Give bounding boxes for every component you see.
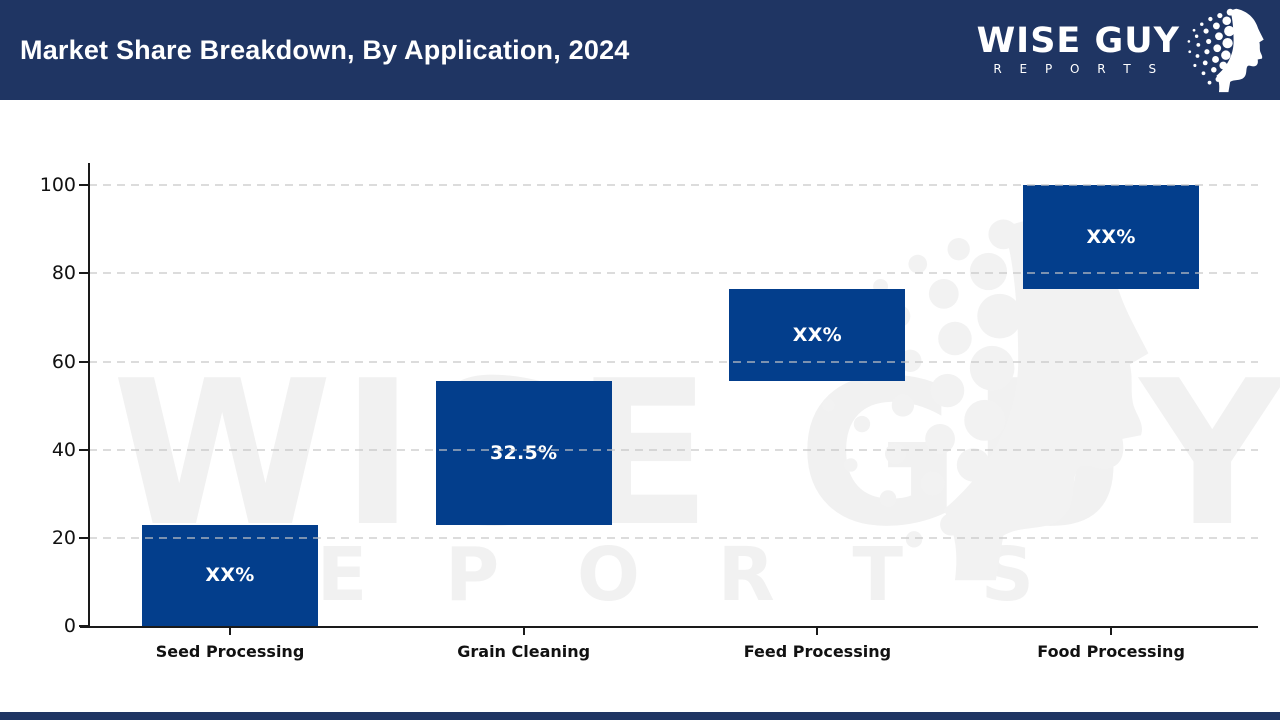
footer-bar	[0, 712, 1280, 720]
brand-logo: WISE GUY R E P O R T S	[977, 7, 1280, 93]
bar-value-label: XX%	[1086, 225, 1136, 248]
gridline	[89, 184, 1258, 187]
bar: XX%	[1023, 185, 1200, 289]
y-tick-mark	[79, 184, 88, 187]
gridline	[89, 448, 1258, 451]
y-tick-mark	[79, 448, 88, 451]
brand-logo-text: WISE GUY R E P O R T S	[976, 21, 1180, 77]
x-axis-line	[80, 626, 1258, 628]
y-tick-label: 20	[51, 526, 76, 549]
gridline	[89, 272, 1258, 275]
bar: 32.5%	[435, 381, 612, 525]
x-tick-mark	[522, 628, 525, 635]
y-tick-label: 60	[51, 350, 76, 373]
y-tick-mark	[79, 625, 88, 627]
x-tick-mark	[816, 628, 819, 635]
y-tick-label: 40	[51, 438, 76, 461]
x-tick-mark	[1110, 628, 1113, 635]
bar-value-label: 32.5%	[489, 441, 558, 464]
y-axis-line	[88, 163, 90, 628]
bar-value-label: XX%	[205, 564, 255, 587]
bar: XX%	[142, 524, 318, 626]
bar-value-label: XX%	[792, 324, 843, 347]
y-tick-label: 0	[63, 615, 76, 637]
y-tick-label: 100	[39, 174, 76, 197]
gridline	[89, 360, 1258, 363]
brand-head-icon	[1187, 8, 1264, 93]
header-bar: Market Share Breakdown, By Application, …	[0, 0, 1280, 100]
brand-subtitle: R E P O R T S	[993, 62, 1164, 76]
page-title: Market Share Breakdown, By Application, …	[20, 34, 630, 65]
y-tick-label: 80	[51, 262, 76, 285]
brand-name: WISE GUY	[976, 21, 1180, 61]
category-label: Seed Processing	[155, 642, 305, 661]
watermark-brand-subtext: R E P O R T S	[182, 532, 1061, 618]
category-label: Feed Processing	[743, 642, 892, 661]
y-tick-mark	[79, 360, 88, 363]
bar: XX%	[729, 288, 906, 382]
y-tick-mark	[79, 272, 88, 275]
category-label: Food Processing	[1037, 642, 1185, 661]
y-tick-mark	[79, 536, 88, 539]
gridline	[89, 536, 1258, 539]
waterfall-chart: WISE GUY R E P O R T S 0 20 40 60 80 100 XX% Se…	[0, 100, 1280, 712]
category-label: Grain Cleaning	[457, 642, 591, 661]
x-tick-mark	[229, 628, 231, 635]
